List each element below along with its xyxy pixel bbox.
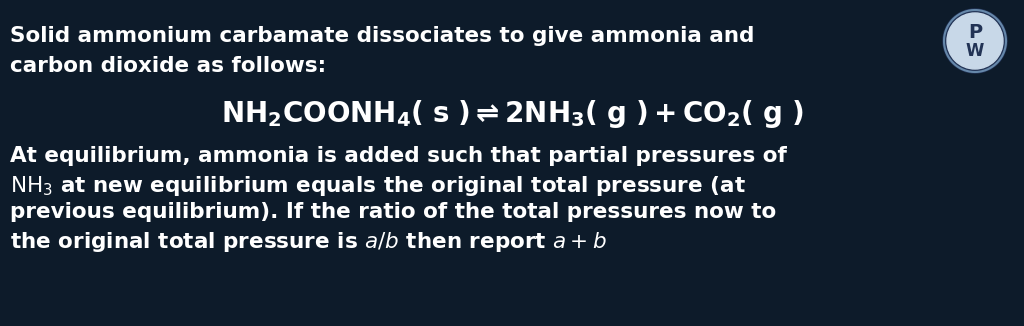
Text: $\mathrm{NH_3}$ at new equilibrium equals the original total pressure (at: $\mathrm{NH_3}$ at new equilibrium equal… [10,174,745,198]
Text: P: P [968,23,982,42]
Circle shape [947,13,1002,69]
Text: $\mathbf{NH_2COONH_4(\ s\ )\rightleftharpoons 2NH_3(\ g\ )+CO_2(\ g\ )}$: $\mathbf{NH_2COONH_4(\ s\ )\rightlefthar… [220,98,804,130]
Text: W: W [966,42,984,60]
Text: carbon dioxide as follows:: carbon dioxide as follows: [10,56,326,76]
Text: previous equilibrium). If the ratio of the total pressures now to: previous equilibrium). If the ratio of t… [10,202,776,222]
Text: the original total pressure is $a/b$ then report $a + b$: the original total pressure is $a/b$ the… [10,230,607,254]
Circle shape [943,9,1007,73]
Text: At equilibrium, ammonia is added such that partial pressures of: At equilibrium, ammonia is added such th… [10,146,786,166]
Text: Solid ammonium carbamate dissociates to give ammonia and: Solid ammonium carbamate dissociates to … [10,26,755,46]
